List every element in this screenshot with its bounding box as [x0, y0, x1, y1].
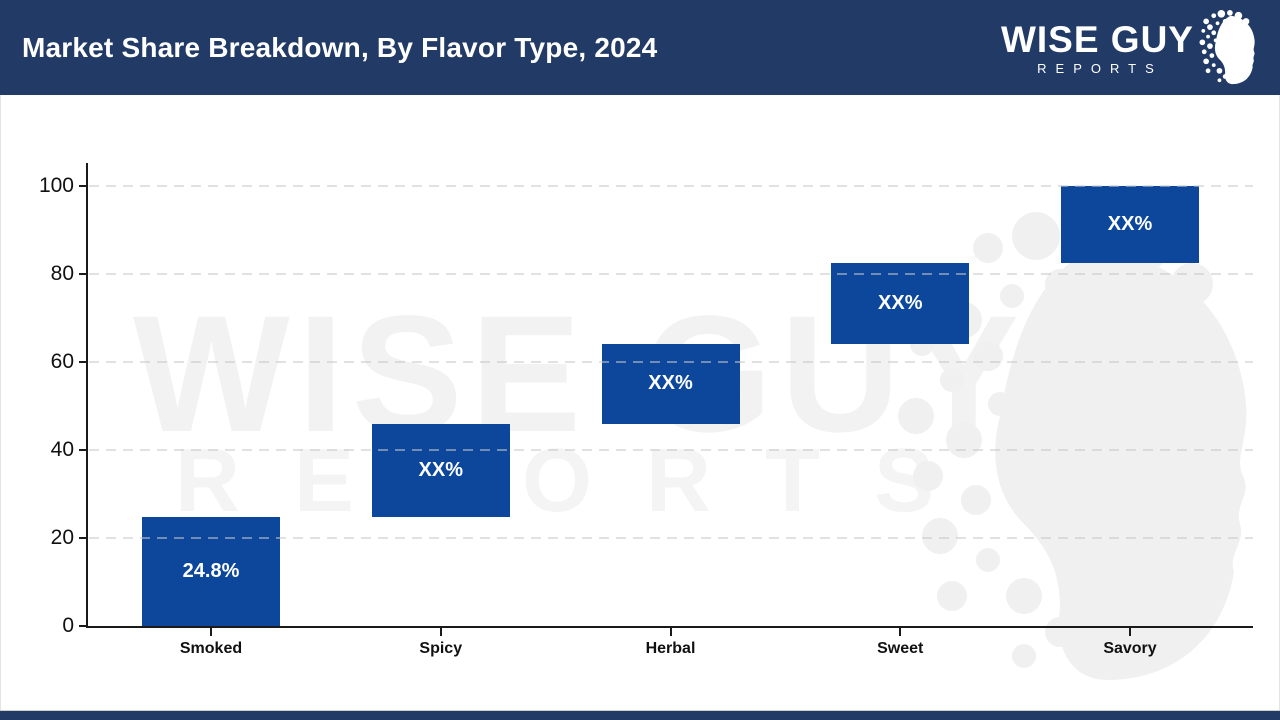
gridline-40 — [89, 449, 1253, 451]
watermark-reports-text: REPORTS — [175, 431, 989, 531]
x-tick-spicy — [439, 628, 442, 636]
x-axis — [86, 626, 1253, 628]
x-tick-herbal — [669, 628, 672, 636]
bar-smoked: 24.8% — [142, 516, 280, 626]
y-tick-60 — [79, 361, 88, 363]
x-tick-label-savory: Savory — [1103, 640, 1157, 657]
logo-wiseguy-text: WISE GUY — [1000, 18, 1194, 60]
page-title: Market Share Breakdown, By Flavor Type, … — [22, 31, 658, 63]
gridline-20 — [89, 537, 1253, 539]
bar-herbal: XX% — [601, 344, 740, 424]
x-tick-sweet — [899, 628, 902, 636]
logo-reports-text: REPORTS — [1037, 60, 1163, 76]
y-tick-80 — [79, 273, 88, 275]
x-tick-smoked — [210, 628, 212, 636]
gridline-100 — [89, 185, 1253, 187]
y-tick-0 — [79, 625, 88, 627]
bar-label-savory: XX% — [1107, 213, 1153, 235]
y-tick-label-20: 20 — [50, 526, 74, 549]
x-tick-label-sweet: Sweet — [877, 640, 924, 657]
footer-divider — [0, 710, 1280, 711]
y-tick-100 — [79, 185, 88, 187]
wiseguy-face-icon — [1199, 9, 1255, 84]
x-tick-label-spicy: Spicy — [419, 640, 463, 657]
logo-text: WISE GUY REPORTS — [1001, 21, 1194, 75]
bar-spicy: XX% — [371, 423, 510, 517]
x-tick-label-smoked: Smoked — [179, 640, 243, 657]
x-tick-label-herbal: Herbal — [645, 640, 696, 657]
bar-label-spicy: XX% — [418, 458, 463, 481]
y-tick-20 — [79, 537, 88, 539]
header: Market Share Breakdown, By Flavor Type, … — [0, 0, 1280, 95]
y-tick-label-80: 80 — [50, 262, 74, 285]
bar-sweet: XX% — [831, 263, 970, 345]
bar-label-smoked: 24.8% — [182, 559, 240, 582]
x-tick-savory — [1129, 628, 1131, 636]
y-tick-40 — [79, 449, 88, 451]
gridline-80 — [89, 273, 1253, 275]
gridline-60 — [89, 361, 1253, 363]
footer-bar — [0, 711, 1280, 720]
y-tick-label-0: 0 — [62, 614, 74, 637]
y-tick-label-60: 60 — [50, 350, 74, 373]
bar-label-sweet: XX% — [878, 292, 923, 315]
y-axis — [86, 163, 88, 628]
y-tick-label-40: 40 — [50, 438, 74, 461]
bar-label-herbal: XX% — [648, 372, 693, 395]
bar-savory: XX% — [1061, 186, 1199, 263]
y-tick-label-100: 100 — [38, 174, 74, 197]
logo: WISE GUY REPORTS — [1001, 9, 1258, 86]
